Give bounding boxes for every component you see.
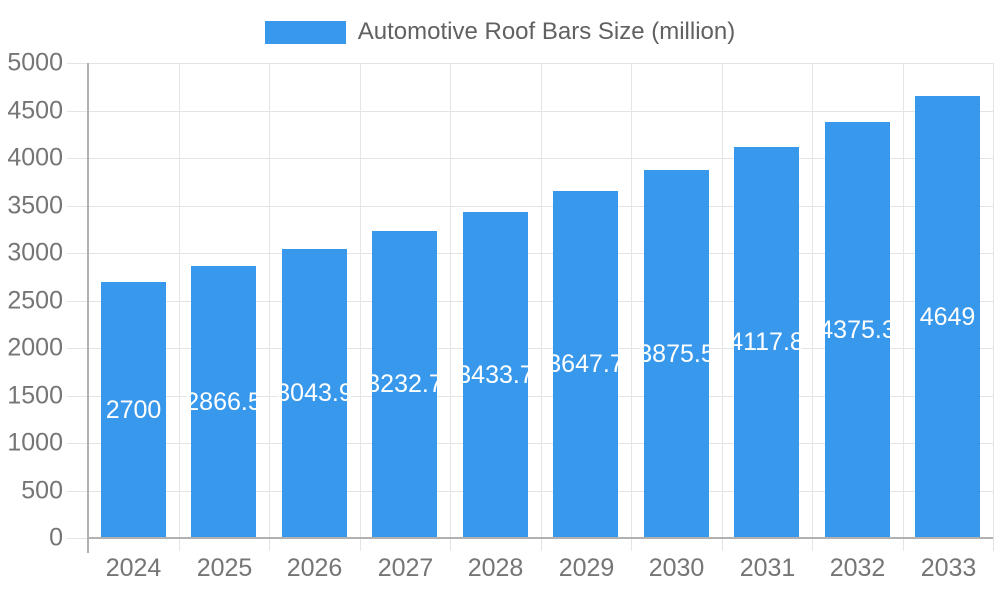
x-axis-tick-label: 2024 (105, 554, 162, 582)
bar: 3433.7 (457, 212, 534, 538)
bar: 2866.5 (185, 266, 262, 538)
bar-value-label: 4649 (919, 302, 976, 331)
bar: 2700 (101, 282, 166, 539)
x-axis-tick-label: 2032 (829, 554, 886, 582)
gridline-vertical (450, 63, 451, 551)
bar-value-label: 3647.7 (547, 350, 624, 378)
x-axis-tick-label: 2025 (196, 554, 253, 582)
x-axis-tick-label: 2033 (920, 554, 977, 582)
bar-value-label: 2700 (105, 396, 162, 424)
y-axis-tick-label: 1000 (7, 428, 63, 457)
bar: 3875.5 (638, 170, 715, 538)
gridline-vertical (903, 63, 904, 551)
gridline-horizontal (67, 443, 993, 444)
gridline-horizontal (67, 253, 993, 254)
bar: 3232.7 (366, 231, 443, 538)
y-axis-tick-label: 4000 (7, 143, 63, 172)
gridline-horizontal (67, 396, 993, 397)
gridline-horizontal (67, 348, 993, 349)
y-axis-tick-label: 3500 (7, 191, 63, 220)
gridline-horizontal (67, 158, 993, 159)
bar-value-label: 2866.5 (185, 387, 262, 416)
bar-value-label: 4117.8 (729, 328, 804, 356)
bar: 3647.7 (547, 191, 624, 538)
x-axis-tick-label: 2027 (377, 554, 434, 582)
bar-value-label: 3433.7 (457, 360, 534, 389)
bar-value-label: 3232.7 (366, 370, 443, 398)
x-axis-line (87, 537, 993, 539)
gridline-vertical (541, 63, 542, 551)
y-axis-tick-label: 2500 (7, 286, 63, 315)
y-axis-tick-label: 0 (49, 523, 63, 552)
legend-label: Automotive Roof Bars Size (million) (357, 18, 736, 45)
gridline-vertical (360, 63, 361, 551)
gridline-vertical (993, 63, 994, 551)
x-axis-tick-label: 2026 (286, 554, 343, 582)
gridline-horizontal (67, 491, 993, 492)
gridline-vertical (631, 63, 632, 551)
gridline-vertical (812, 63, 813, 551)
bar: 4375.3 (819, 122, 896, 538)
gridline-horizontal (67, 111, 993, 112)
gridline-horizontal (67, 301, 993, 302)
y-axis-line (87, 63, 89, 553)
y-axis-tick-label: 1500 (7, 381, 63, 410)
y-axis-tick-label: 5000 (7, 48, 63, 77)
bar-value-label: 4375.3 (819, 315, 896, 344)
x-axis-tick-label: 2031 (739, 554, 796, 582)
gridline-vertical (179, 63, 180, 551)
bar: 4649 (915, 96, 980, 538)
x-axis-tick-label: 2030 (648, 554, 705, 582)
bar-value-label: 3043.9 (276, 379, 353, 407)
legend-color-swatch (264, 20, 346, 44)
bar: 3043.9 (276, 249, 353, 538)
gridline-horizontal (67, 63, 993, 64)
y-axis-tick-label: 4500 (7, 96, 63, 125)
bar: 4117.8 (729, 147, 804, 538)
gridline-vertical (269, 63, 270, 551)
bar-value-label: 3875.5 (638, 339, 715, 368)
gridline-horizontal (67, 206, 993, 207)
legend: Automotive Roof Bars Size (million) (0, 18, 1000, 46)
y-axis-tick-label: 500 (21, 476, 63, 505)
x-axis-tick-label: 2028 (467, 554, 524, 582)
legend-item[interactable]: Automotive Roof Bars Size (million) (264, 18, 736, 46)
y-axis-tick-label: 2000 (7, 333, 63, 362)
y-axis-tick-label: 3000 (7, 238, 63, 267)
x-axis-tick-label: 2029 (558, 554, 615, 582)
gridline-vertical (722, 63, 723, 551)
